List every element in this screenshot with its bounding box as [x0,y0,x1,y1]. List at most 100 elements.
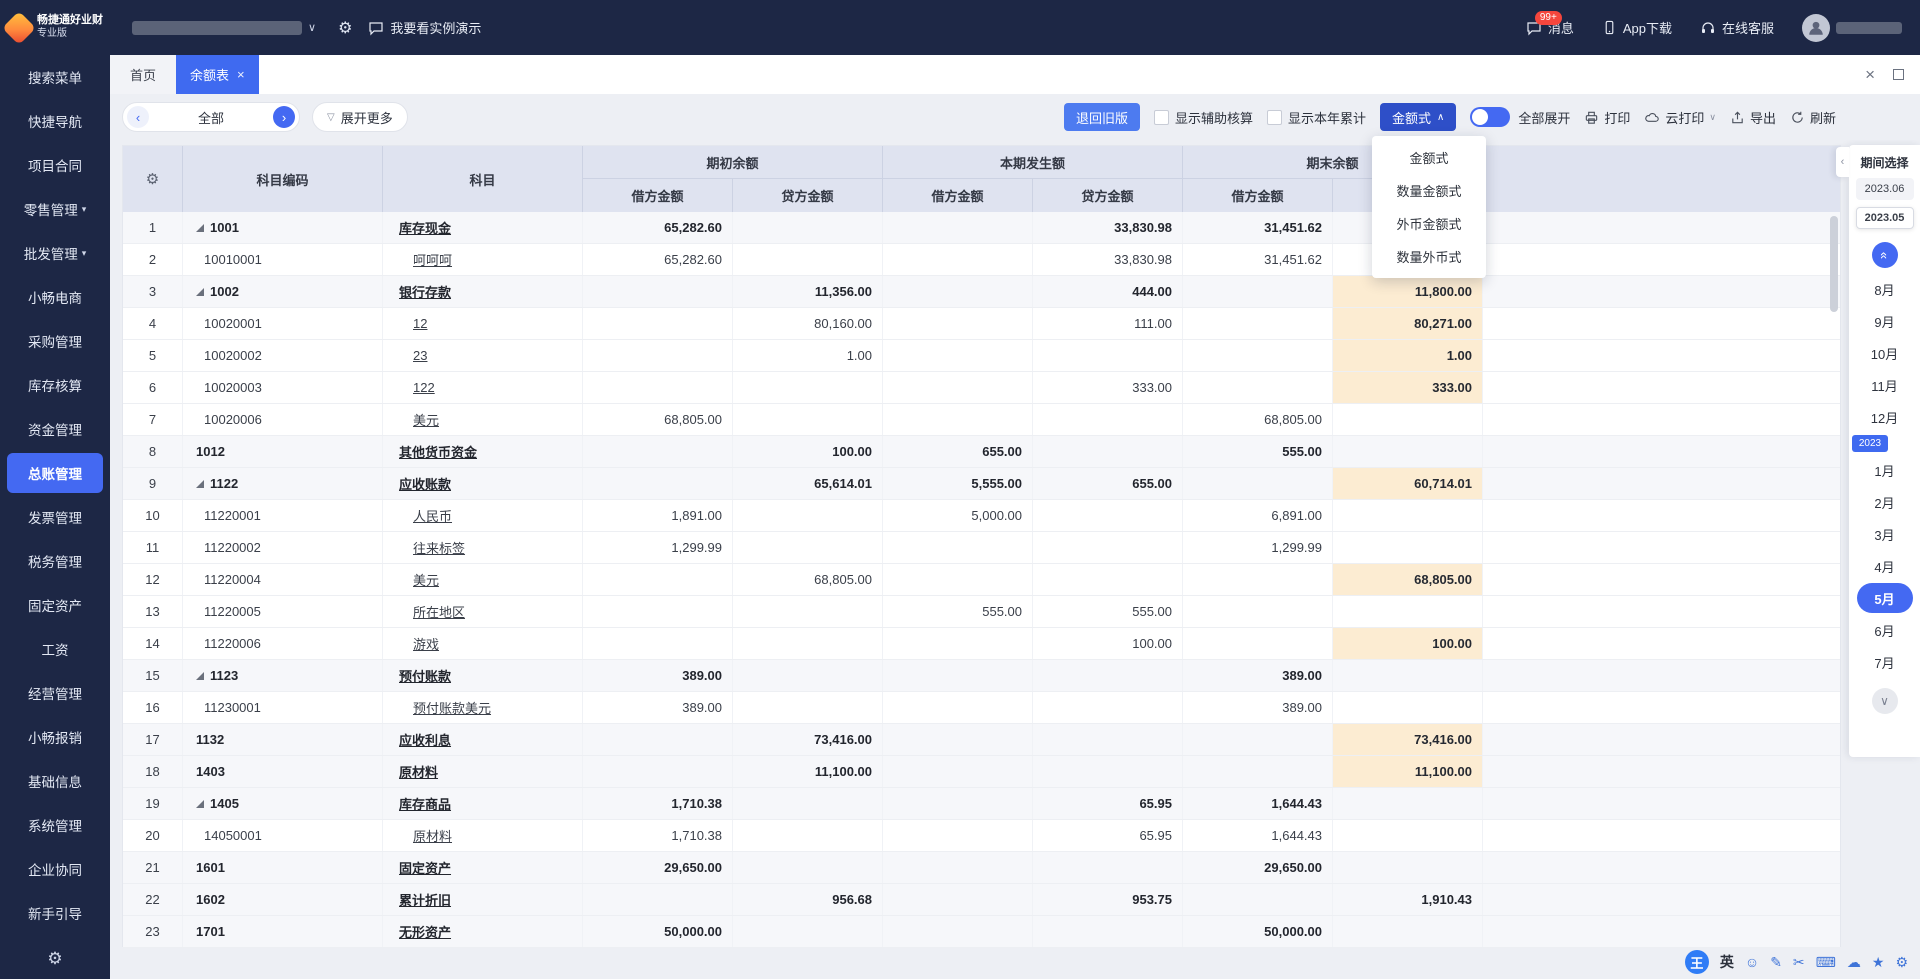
star-icon[interactable]: ★ [1871,953,1885,970]
sidebar-item[interactable]: 快捷导航 [28,115,82,130]
sidebar-item[interactable]: 经营管理 [28,687,82,702]
subject-link[interactable]: 银行存款 [399,285,452,300]
close-icon[interactable]: × [237,67,245,82]
subject-link[interactable]: 其他货币资金 [399,445,478,460]
subject-link[interactable]: 固定资产 [399,861,452,876]
emoji-icon[interactable]: ☺ [1744,954,1760,970]
show-aux-accounting-checkbox[interactable]: 显示辅助核算 [1153,108,1253,127]
subject-link[interactable]: 游戏 [413,637,440,652]
sidebar-item[interactable]: 零售管理 ▾ [23,203,87,218]
user-account[interactable] [1802,13,1902,42]
column-settings-gear-icon[interactable]: ⚙ [145,171,160,188]
next-arrow-icon[interactable]: › [272,106,295,128]
sidebar-item[interactable]: 小畅报销 [28,731,82,746]
month-item[interactable]: 4月 [1874,559,1895,575]
month-item[interactable]: 8月 [1874,282,1895,298]
expand-triangle-icon[interactable] [196,479,204,488]
sidebar-item[interactable]: 系统管理 [28,819,82,834]
close-icon[interactable]: × [1865,64,1875,84]
sidebar-item[interactable]: 搜索菜单 [28,71,82,86]
vertical-scrollbar[interactable] [1830,216,1838,312]
sidebar-item[interactable]: 企业协同 [28,863,82,878]
subject-link[interactable]: 预付账款美元 [413,701,492,716]
sidebar-item[interactable]: 采购管理 [28,335,82,350]
subject-link[interactable]: 预付账款 [399,669,452,684]
print-button[interactable]: 打印 [1584,108,1630,127]
subject-link[interactable]: 所在地区 [413,605,466,620]
cloud-icon[interactable]: ☁ [1846,953,1861,970]
dropdown-item[interactable]: 数量金额式 [1396,184,1462,199]
subject-link[interactable]: 原材料 [413,829,453,844]
subject-link[interactable]: 应收利息 [399,733,452,748]
month-item[interactable]: 5月 [1856,583,1913,613]
sidebar-item[interactable]: 工资 [41,643,69,658]
subject-link[interactable]: 库存商品 [399,797,452,812]
app-download-button[interactable]: App下载 [1602,18,1672,37]
subject-link[interactable]: 累计折旧 [399,893,452,908]
dropdown-item[interactable]: 数量外币式 [1396,250,1462,265]
sidebar-item[interactable]: 发票管理 [28,511,82,526]
dropdown-item[interactable]: 金额式 [1409,151,1449,166]
period-button[interactable]: 2023.06 [1855,178,1914,200]
demo-button[interactable]: 我要看实例演示 [368,18,481,37]
subject-link[interactable]: 美元 [413,413,440,428]
sidebar-item[interactable]: 税务管理 [28,555,82,570]
month-item[interactable]: 1月 [1874,463,1895,479]
tab[interactable]: 首页 [110,55,176,94]
sidebar-item[interactable]: 总账管理 [7,453,103,493]
month-item[interactable]: 12月 [1870,410,1899,426]
sidebar-item[interactable]: 资金管理 [28,423,82,438]
amount-style-button[interactable]: 金额式 ∧ 金额式 数量金额式 外币金额式 数量外币式 [1371,103,1486,278]
ime-language-toggle[interactable]: 英 [1719,954,1734,970]
sidebar-item[interactable]: 项目合同 [28,159,82,174]
settings-gear-icon[interactable]: ⚙ [338,19,353,37]
tab[interactable]: 余额表 × [176,55,259,94]
ime-logo-icon[interactable]: 王 [1684,950,1709,974]
gear-icon[interactable]: ⚙ [1895,953,1908,970]
maximize-icon[interactable] [1893,69,1904,80]
show-ytd-checkbox[interactable]: 显示本年累计 [1266,108,1366,127]
pen-icon[interactable]: ✎ [1770,953,1782,970]
expand-triangle-icon[interactable] [196,223,204,232]
month-item[interactable]: 7月 [1874,655,1895,671]
subject-link[interactable]: 人民币 [413,509,453,524]
subject-link[interactable]: 应收账款 [399,477,452,492]
collapse-panel-icon[interactable]: ‹ [1836,147,1849,177]
checkbox-icon[interactable] [1266,109,1282,125]
expand-all-toggle[interactable] [1470,107,1511,127]
subject-link[interactable]: 12 [413,316,428,331]
subject-link[interactable]: 美元 [413,573,440,588]
dropdown-item[interactable]: 外币金额式 [1396,217,1462,232]
sidebar-item[interactable]: 小畅电商 [28,291,82,306]
month-item[interactable]: 10月 [1870,346,1899,362]
sidebar-item[interactable]: 基础信息 [28,775,82,790]
period-button-selected[interactable]: 2023.05 [1855,207,1914,229]
checkbox-icon[interactable] [1153,109,1169,125]
month-item[interactable]: 9月 [1874,314,1895,330]
scroll-down-icon[interactable]: ∨ [1871,688,1898,714]
refresh-button[interactable]: 刷新 [1790,108,1836,127]
subject-link[interactable]: 122 [413,380,435,395]
subject-link[interactable]: 往来标签 [413,541,466,556]
sidebar-item[interactable]: 新手引导 [28,907,82,922]
subject-link[interactable]: 无形资产 [399,925,452,940]
subject-link[interactable]: 库存现金 [399,221,452,236]
sidebar-item[interactable]: 批发管理 ▾ [23,247,87,262]
online-support-button[interactable]: 在线客服 [1700,18,1774,37]
month-item[interactable]: 11月 [1871,378,1898,394]
scroll-up-icon[interactable]: « [1871,242,1898,268]
export-button[interactable]: 导出 [1730,108,1776,127]
keyboard-icon[interactable]: ⌨ [1815,953,1836,970]
expand-more-button[interactable]: ▽ 展开更多 [312,102,408,132]
scissors-icon[interactable]: ✂ [1792,953,1805,970]
month-item[interactable]: 2月 [1874,495,1895,511]
cloud-print-button[interactable]: 云打印 ∨ [1644,108,1716,127]
subject-link[interactable]: 23 [413,348,428,363]
expand-triangle-icon[interactable] [196,799,204,808]
subject-link[interactable]: 原材料 [399,765,439,780]
org-selector[interactable]: ∨ [132,20,316,35]
messages-button[interactable]: 99+ 消息 [1526,10,1574,37]
month-item[interactable]: 6月 [1874,623,1895,639]
sidebar-item[interactable]: 库存核算 [28,379,82,394]
sidebar-item[interactable]: 固定资产 [28,599,82,614]
